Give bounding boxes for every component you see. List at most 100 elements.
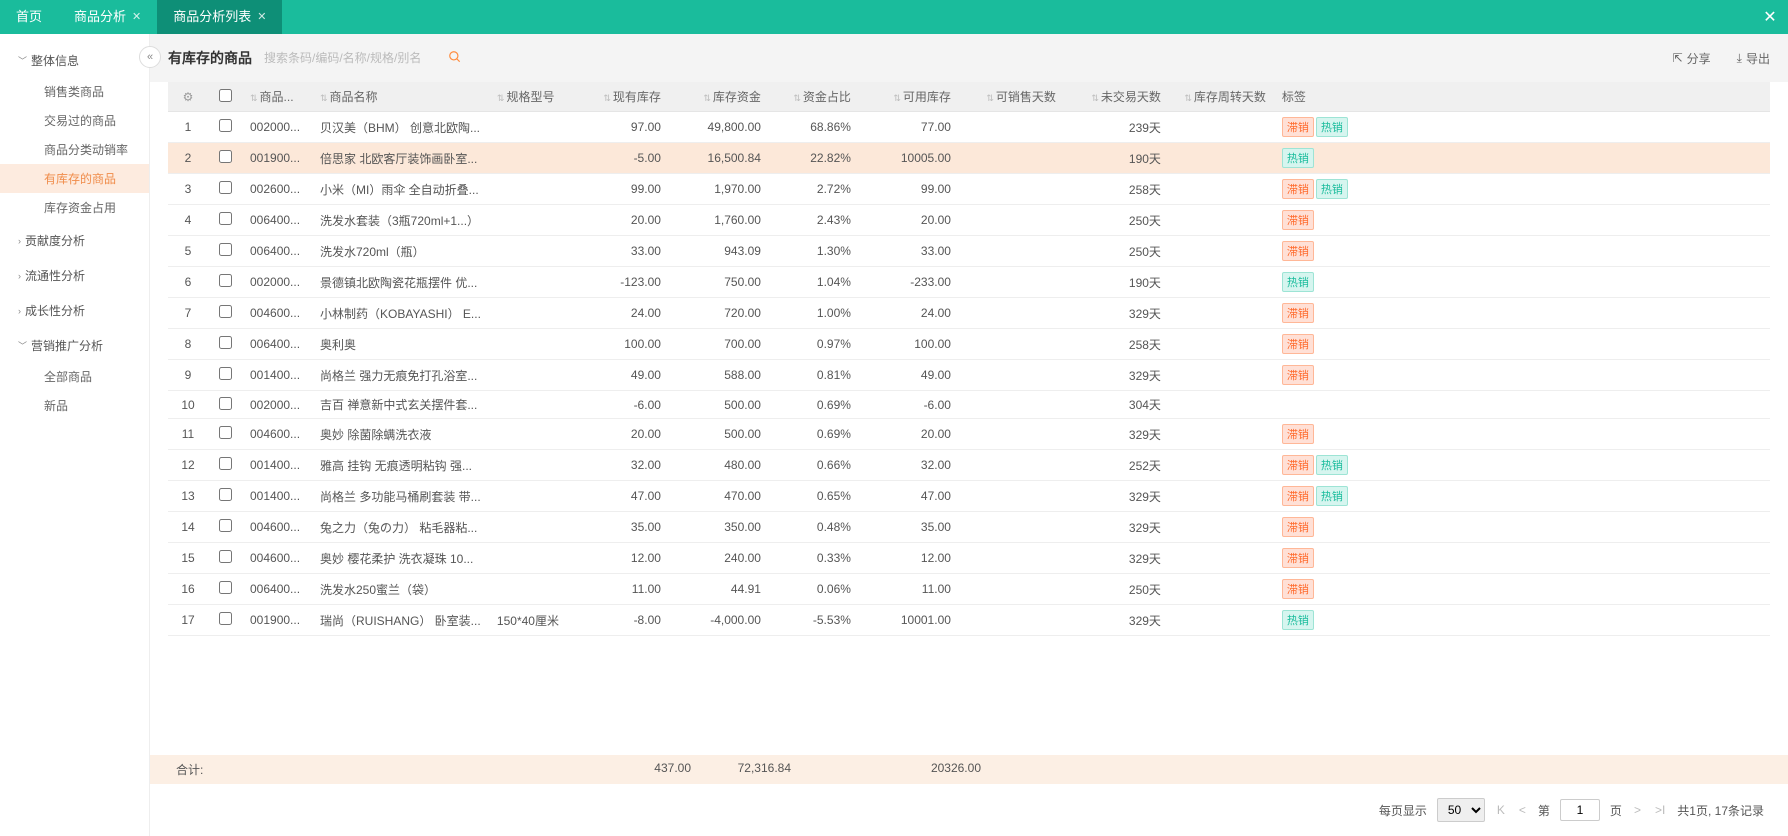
per-page-select[interactable]: 50 <box>1437 798 1485 822</box>
cell-checkbox[interactable] <box>208 605 242 636</box>
close-all-icon[interactable]: ✕ <box>1752 0 1788 34</box>
sidebar-item-有库存的商品[interactable]: 有库存的商品 <box>0 164 149 193</box>
sidebar-group-流通性分析[interactable]: ›流通性分析 <box>0 259 149 292</box>
col-avail[interactable]: ⇅可用库存 <box>859 82 959 112</box>
cell-turn <box>1169 574 1274 605</box>
row-checkbox[interactable] <box>219 274 232 287</box>
cell-stock: -6.00 <box>579 391 669 419</box>
close-icon[interactable]: ✕ <box>257 0 266 34</box>
cell-pct: 1.04% <box>769 267 859 298</box>
row-checkbox[interactable] <box>219 336 232 349</box>
export-button[interactable]: ⤓ 导出 <box>1737 50 1770 67</box>
col-name[interactable]: ⇅商品名称 <box>312 82 489 112</box>
col-fund[interactable]: ⇅库存资金 <box>669 82 769 112</box>
last-page-icon[interactable]: >I <box>1653 803 1667 817</box>
search-input[interactable] <box>264 51 444 65</box>
sidebar-group-成长性分析[interactable]: ›成长性分析 <box>0 294 149 327</box>
sidebar-group-label: 贡献度分析 <box>25 232 85 249</box>
col-stock[interactable]: ⇅现有库存 <box>579 82 669 112</box>
gear-icon[interactable]: ⚙ <box>183 90 194 104</box>
table-row[interactable]: 13001400...尚格兰 多功能马桶刷套装 带...47.00470.000… <box>168 481 1770 512</box>
collapse-sidebar-icon[interactable]: « <box>139 46 161 68</box>
cell-pct: 0.06% <box>769 574 859 605</box>
table-row[interactable]: 11004600...奥妙 除菌除螨洗衣液20.00500.000.69%20.… <box>168 419 1770 450</box>
sidebar-item-销售类商品[interactable]: 销售类商品 <box>0 77 149 106</box>
col-pct[interactable]: ⇅资金占比 <box>769 82 859 112</box>
row-checkbox[interactable] <box>219 581 232 594</box>
col-noTrade[interactable]: ⇅未交易天数 <box>1064 82 1169 112</box>
table-row[interactable]: 1002000...贝汉美（BHM） 创意北欧陶...97.0049,800.0… <box>168 112 1770 143</box>
table-row[interactable]: 5006400...洗发水720ml（瓶）33.00943.091.30%33.… <box>168 236 1770 267</box>
row-checkbox[interactable] <box>219 550 232 563</box>
cell-notrade: 250天 <box>1064 205 1169 236</box>
sidebar-item-库存资金占用[interactable]: 库存资金占用 <box>0 193 149 222</box>
tab-商品分析[interactable]: 商品分析✕ <box>58 0 157 34</box>
cell-checkbox[interactable] <box>208 450 242 481</box>
cell-checkbox[interactable] <box>208 174 242 205</box>
cell-checkbox[interactable] <box>208 298 242 329</box>
col-turn[interactable]: ⇅库存周转天数 <box>1169 82 1274 112</box>
first-page-icon[interactable]: K <box>1495 803 1507 817</box>
row-checkbox[interactable] <box>219 181 232 194</box>
table-row[interactable]: 7004600...小林制药（KOBAYASHI） E...24.00720.0… <box>168 298 1770 329</box>
sidebar-group-营销推广分析[interactable]: ﹀营销推广分析 <box>0 329 149 362</box>
table-row[interactable]: 12001400...雅高 挂钩 无痕透明粘钩 强...32.00480.000… <box>168 450 1770 481</box>
cell-checkbox[interactable] <box>208 236 242 267</box>
share-button[interactable]: ⇱ 分享 <box>1673 50 1711 67</box>
sidebar-group-整体信息[interactable]: ﹀整体信息 <box>0 44 149 77</box>
cell-checkbox[interactable] <box>208 360 242 391</box>
row-checkbox[interactable] <box>219 519 232 532</box>
sidebar-item-交易过的商品[interactable]: 交易过的商品 <box>0 106 149 135</box>
row-checkbox[interactable] <box>219 397 232 410</box>
cell-notrade: 329天 <box>1064 481 1169 512</box>
cell-checkbox[interactable] <box>208 205 242 236</box>
select-all-checkbox[interactable] <box>219 89 232 102</box>
table-row[interactable]: 8006400...奥利奥100.00700.000.97%100.00258天… <box>168 329 1770 360</box>
row-checkbox[interactable] <box>219 305 232 318</box>
cell-checkbox[interactable] <box>208 267 242 298</box>
table-row[interactable]: 17001900...瑞尚（RUISHANG） 卧室装...150*40厘米-8… <box>168 605 1770 636</box>
table-row[interactable]: 6002000...景德镇北欧陶瓷花瓶摆件 优...-123.00750.001… <box>168 267 1770 298</box>
table-row[interactable]: 4006400...洗发水套装（3瓶720ml+1...）20.001,760.… <box>168 205 1770 236</box>
table-row[interactable]: 16006400...洗发水250蜜兰（袋）11.0044.910.06%11.… <box>168 574 1770 605</box>
row-checkbox[interactable] <box>219 243 232 256</box>
prev-page-icon[interactable]: < <box>1517 803 1528 817</box>
cell-checkbox[interactable] <box>208 143 242 174</box>
next-page-icon[interactable]: > <box>1632 803 1643 817</box>
row-checkbox[interactable] <box>219 212 232 225</box>
table-row[interactable]: 9001400...尚格兰 强力无痕免打孔浴室...49.00588.000.8… <box>168 360 1770 391</box>
cell-checkbox[interactable] <box>208 481 242 512</box>
row-checkbox[interactable] <box>219 612 232 625</box>
close-icon[interactable]: ✕ <box>132 0 141 34</box>
col-saleDays[interactable]: ⇅可销售天数 <box>959 82 1064 112</box>
sidebar-item-商品分类动销率[interactable]: 商品分类动销率 <box>0 135 149 164</box>
table-row[interactable]: 10002000...吉百 禅意新中式玄关摆件套...-6.00500.000.… <box>168 391 1770 419</box>
table-row[interactable]: 2001900...倍思家 北欧客厅装饰画卧室...-5.0016,500.84… <box>168 143 1770 174</box>
page-input[interactable] <box>1560 799 1600 821</box>
col-code[interactable]: ⇅商品... <box>242 82 312 112</box>
row-checkbox[interactable] <box>219 150 232 163</box>
cell-checkbox[interactable] <box>208 112 242 143</box>
sidebar-item-新品[interactable]: 新品 <box>0 391 149 420</box>
row-checkbox[interactable] <box>219 426 232 439</box>
cell-checkbox[interactable] <box>208 391 242 419</box>
sidebar-item-全部商品[interactable]: 全部商品 <box>0 362 149 391</box>
cell-fund: 44.91 <box>669 574 769 605</box>
row-checkbox[interactable] <box>219 367 232 380</box>
tab-商品分析列表[interactable]: 商品分析列表✕ <box>157 0 282 34</box>
table-row[interactable]: 3002600...小米（MI）雨伞 全自动折叠...99.001,970.00… <box>168 174 1770 205</box>
cell-checkbox[interactable] <box>208 512 242 543</box>
row-checkbox[interactable] <box>219 119 232 132</box>
cell-checkbox[interactable] <box>208 543 242 574</box>
tab-首页[interactable]: 首页 <box>0 0 58 34</box>
row-checkbox[interactable] <box>219 457 232 470</box>
cell-checkbox[interactable] <box>208 419 242 450</box>
col-spec[interactable]: ⇅规格型号 <box>489 82 579 112</box>
sidebar-group-贡献度分析[interactable]: ›贡献度分析 <box>0 224 149 257</box>
search-icon[interactable] <box>448 50 462 67</box>
table-row[interactable]: 15004600...奥妙 樱花柔护 洗衣凝珠 10...12.00240.00… <box>168 543 1770 574</box>
table-row[interactable]: 14004600...兔之力（兔の力） 粘毛器粘...35.00350.000.… <box>168 512 1770 543</box>
cell-checkbox[interactable] <box>208 329 242 360</box>
cell-checkbox[interactable] <box>208 574 242 605</box>
row-checkbox[interactable] <box>219 488 232 501</box>
